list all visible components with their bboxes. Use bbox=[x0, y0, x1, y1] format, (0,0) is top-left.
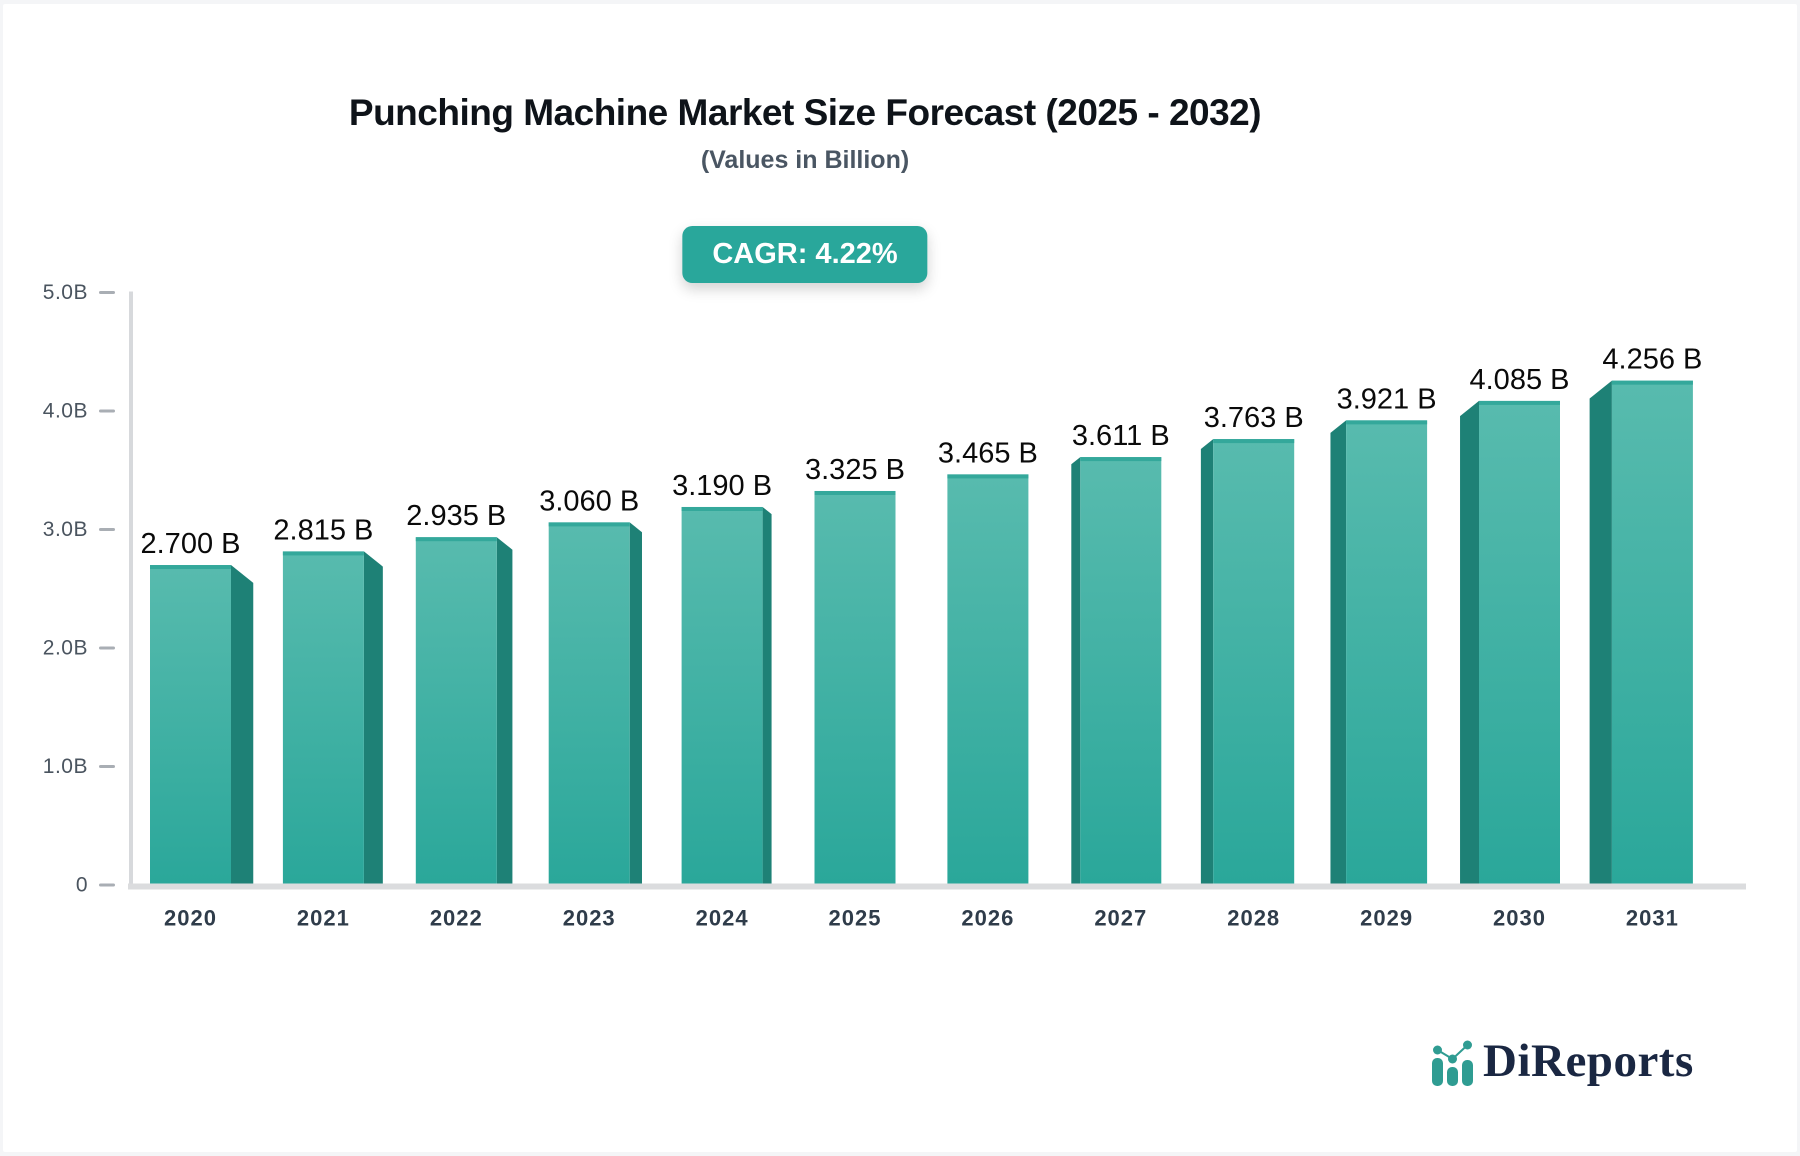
bar-value-label: 3.611 B bbox=[1072, 420, 1170, 452]
bar-top-edge bbox=[282, 551, 364, 556]
x-category-label: 2021 bbox=[297, 906, 350, 931]
y-tick-label: 2.0B bbox=[43, 637, 88, 660]
x-baseline bbox=[128, 883, 1746, 890]
bar-top-edge bbox=[150, 565, 231, 570]
bar-front-face bbox=[1080, 457, 1162, 885]
cagr-badge: CAGR: 4.22% bbox=[682, 226, 928, 283]
brand-logo: DiReports bbox=[1430, 1034, 1694, 1086]
x-category-label: 2023 bbox=[563, 906, 616, 931]
x-category-label: 2022 bbox=[430, 906, 483, 931]
bar-top-edge bbox=[1346, 420, 1428, 425]
bar-front-face bbox=[150, 565, 231, 885]
chart-title: Punching Machine Market Size Forecast (2… bbox=[348, 92, 1262, 133]
bar-front-face bbox=[814, 490, 896, 885]
x-category-label: 2031 bbox=[1626, 906, 1679, 931]
y-tick-dash bbox=[99, 528, 115, 531]
y-tick-dash bbox=[99, 646, 115, 650]
y-tick-label: 1.0B bbox=[43, 755, 88, 778]
bar-value-label: 3.325 B bbox=[805, 454, 905, 486]
bar-front-face bbox=[1611, 380, 1693, 885]
x-category-label: 2027 bbox=[1094, 906, 1147, 931]
x-category-label: 2028 bbox=[1227, 906, 1280, 931]
logo-bar bbox=[1447, 1067, 1458, 1086]
bar-front-face bbox=[1479, 400, 1560, 885]
logo-bar bbox=[1462, 1060, 1473, 1086]
bar-side-face bbox=[1071, 457, 1081, 885]
brand-logo-text: DiReports bbox=[1483, 1035, 1694, 1087]
y-tick-dash bbox=[99, 291, 115, 294]
y-tick-label: 5.0B bbox=[43, 281, 88, 304]
bar-value-label: 3.060 B bbox=[539, 485, 639, 517]
bar-top-edge bbox=[814, 490, 896, 495]
x-category-label: 2020 bbox=[164, 906, 217, 931]
bar-value-label: 3.465 B bbox=[938, 437, 1038, 469]
bar-value-label: 4.085 B bbox=[1470, 364, 1570, 396]
bar-front-face bbox=[282, 551, 364, 885]
bar-side-face bbox=[629, 522, 642, 885]
bar-top-edge bbox=[1611, 380, 1693, 385]
bar-top-edge bbox=[947, 474, 1029, 479]
bar-front-face bbox=[415, 537, 497, 885]
bar-front-face bbox=[681, 506, 763, 885]
bar-top-edge bbox=[1080, 457, 1162, 462]
bar-line-chart-icon bbox=[1432, 1040, 1473, 1086]
logo-dot bbox=[1463, 1040, 1472, 1050]
bar-top-edge bbox=[548, 522, 630, 527]
bar-value-label: 4.256 B bbox=[1602, 344, 1702, 376]
bar-side-face bbox=[1589, 380, 1612, 885]
bar-value-label: 2.700 B bbox=[141, 528, 241, 560]
bar-top-edge bbox=[681, 506, 763, 511]
logo-bar bbox=[1432, 1058, 1443, 1086]
x-category-label: 2030 bbox=[1493, 906, 1546, 931]
logo-dot bbox=[1448, 1054, 1457, 1064]
bar-front-face bbox=[548, 522, 630, 885]
bar-front-face bbox=[1213, 439, 1295, 885]
bar-side-face bbox=[496, 537, 513, 885]
y-axis-line bbox=[129, 291, 133, 885]
bar-side-face bbox=[1330, 420, 1347, 885]
bar-value-label: 3.190 B bbox=[672, 470, 772, 502]
x-category-label: 2029 bbox=[1360, 906, 1413, 931]
y-tick-label: 3.0B bbox=[43, 518, 88, 541]
bar-value-label: 3.921 B bbox=[1337, 383, 1437, 415]
bar-side-face bbox=[762, 506, 772, 885]
x-category-label: 2025 bbox=[829, 906, 882, 931]
bar-front-face bbox=[1346, 420, 1428, 885]
y-tick-dash bbox=[99, 409, 115, 413]
x-category-label: 2024 bbox=[696, 906, 749, 931]
bar-value-label: 2.935 B bbox=[406, 500, 506, 532]
bar-side-face bbox=[1460, 400, 1479, 885]
bar-front-face bbox=[947, 474, 1029, 885]
bar-value-label: 3.763 B bbox=[1204, 402, 1304, 434]
bar-side-face bbox=[363, 551, 383, 885]
chart-subtitle: (Values in Billion) bbox=[700, 146, 910, 174]
bar-value-label: 2.815 B bbox=[273, 514, 373, 546]
bar-top-edge bbox=[415, 537, 497, 542]
y-tick-label: 4.0B bbox=[43, 400, 88, 423]
bar-side-face bbox=[1200, 439, 1214, 885]
x-category-label: 2026 bbox=[961, 906, 1014, 931]
bar-side-face bbox=[231, 565, 254, 885]
bar-top-edge bbox=[1213, 439, 1295, 444]
logo-dot bbox=[1433, 1045, 1442, 1055]
bar-top-edge bbox=[1479, 400, 1560, 405]
y-tick-dash bbox=[99, 883, 115, 887]
y-tick-label: 0 bbox=[76, 874, 88, 897]
y-tick-dash bbox=[99, 765, 115, 768]
